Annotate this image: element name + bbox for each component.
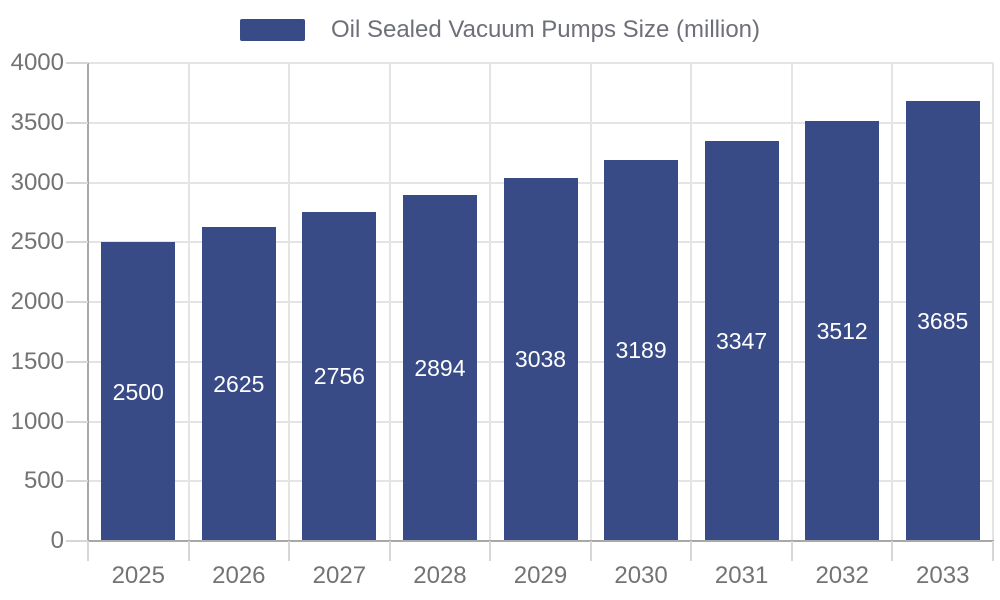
y-axis-tick: [66, 480, 88, 483]
x-axis-tick: [891, 541, 894, 561]
bar-value-label: 2625: [213, 371, 265, 398]
x-axis-label: 2033: [916, 562, 970, 589]
x-axis-label: 2030: [614, 562, 668, 589]
v-gridline: [992, 63, 994, 541]
y-axis-tick: [66, 360, 88, 363]
y-axis-tick: [66, 121, 88, 124]
bar[interactable]: 3685: [905, 100, 980, 541]
bar[interactable]: 2500: [101, 242, 176, 541]
y-axis-tick: [66, 62, 88, 64]
v-gridline: [891, 63, 894, 541]
y-axis-label: 4000: [10, 49, 64, 76]
bar-value-label: 3189: [615, 337, 667, 364]
y-axis-label: 500: [23, 467, 64, 495]
x-axis-label: 2026: [212, 562, 266, 589]
x-axis-tick: [187, 541, 190, 561]
y-axis-label: 0: [50, 527, 64, 554]
x-axis-tick: [288, 541, 291, 561]
v-gridline: [288, 63, 291, 541]
bar-value-label: 2894: [414, 355, 466, 382]
y-axis-label: 1500: [10, 347, 64, 375]
legend-swatch: [239, 19, 305, 41]
x-axis-tick: [992, 541, 994, 561]
h-gridline: [88, 121, 993, 124]
bar-value-label: 3347: [716, 328, 768, 355]
x-axis-label: 2028: [413, 562, 467, 589]
v-gridline: [790, 63, 793, 541]
y-axis-line: [87, 63, 89, 541]
v-gridline: [489, 63, 492, 541]
bar[interactable]: 3189: [604, 159, 679, 541]
y-axis-label: 2500: [10, 228, 64, 256]
y-axis-tick: [66, 301, 88, 303]
x-axis-label: 2032: [815, 562, 869, 589]
y-axis-label: 2000: [10, 288, 64, 315]
x-axis-tick: [690, 541, 693, 561]
y-axis-tick: [66, 241, 88, 244]
bar-value-label: 2500: [112, 378, 164, 405]
x-axis-tick: [589, 541, 592, 561]
x-axis-label: 2025: [111, 562, 165, 589]
v-gridline: [690, 63, 693, 541]
x-axis-tick: [388, 541, 391, 561]
plot-area: 2500 2625 2756 2894 3038 3189 3347 3512 3685: [87, 62, 994, 542]
x-axis-label: 2031: [714, 562, 769, 589]
y-axis-label: 1000: [10, 407, 64, 435]
legend: Oil Sealed Vacuum Pumps Size (million): [0, 16, 1000, 44]
x-axis-tick: [87, 541, 89, 561]
x-axis-tick: [489, 541, 492, 561]
legend-label: Oil Sealed Vacuum Pumps Size (million): [330, 16, 761, 43]
bar-value-label: 3512: [816, 318, 868, 345]
bar[interactable]: 2756: [302, 211, 377, 541]
v-gridline: [187, 63, 190, 541]
v-gridline: [388, 63, 391, 541]
y-axis-tick: [66, 420, 88, 423]
bar[interactable]: 2894: [402, 195, 477, 541]
bar[interactable]: 3347: [704, 141, 779, 541]
h-gridline: [88, 62, 993, 64]
x-axis-label: 2029: [513, 562, 568, 589]
bar[interactable]: 2625: [201, 227, 276, 541]
bar-value-label: 3685: [917, 307, 969, 334]
y-axis-label: 3000: [10, 168, 64, 196]
y-axis-label: 3500: [10, 108, 64, 136]
bar[interactable]: 3038: [503, 177, 578, 541]
bar-value-label: 2756: [313, 363, 365, 390]
bar-value-label: 3038: [514, 346, 567, 373]
x-axis-tick: [790, 541, 793, 561]
y-axis-tick: [66, 540, 88, 542]
legend-item[interactable]: Oil Sealed Vacuum Pumps Size (million): [239, 16, 761, 44]
v-gridline: [589, 63, 592, 541]
y-axis-tick: [66, 181, 88, 184]
bar[interactable]: 3512: [805, 121, 880, 541]
x-axis-label: 2027: [312, 562, 367, 589]
x-axis-line: [87, 540, 994, 542]
